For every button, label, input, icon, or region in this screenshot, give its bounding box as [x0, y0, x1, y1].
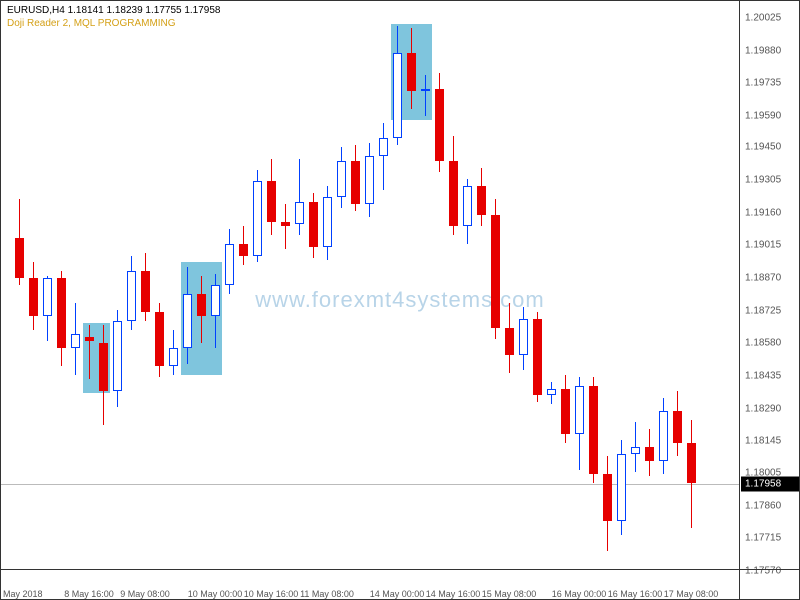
candle-body — [239, 244, 248, 255]
indicator-title: Doji Reader 2, MQL PROGRAMMING — [7, 18, 221, 29]
y-tick: 1.18435 — [741, 371, 799, 382]
candle-body — [631, 447, 640, 454]
candle-body — [407, 53, 416, 91]
candle-body — [323, 197, 332, 247]
y-tick: 1.19160 — [741, 207, 799, 218]
candle-wick — [425, 75, 426, 116]
current-price-line — [1, 484, 739, 485]
candle-body — [617, 454, 626, 522]
x-tick: 8 May 16:00 — [64, 585, 114, 599]
candle-body — [85, 337, 94, 342]
candle-body — [43, 278, 52, 316]
candle-body — [225, 244, 234, 285]
y-tick: 1.19590 — [741, 110, 799, 121]
x-tick: 14 May 00:00 — [370, 585, 425, 599]
y-tick: 1.19450 — [741, 142, 799, 153]
chart-plot-area[interactable] — [1, 1, 739, 569]
candle-wick — [89, 325, 90, 379]
x-tick: 17 May 08:00 — [664, 585, 719, 599]
y-tick: 1.17860 — [741, 500, 799, 511]
candle-body — [267, 181, 276, 222]
candle-body — [57, 278, 66, 348]
x-tick: 8 May 2018 — [0, 585, 43, 599]
y-tick: 1.18580 — [741, 338, 799, 349]
candle-body — [71, 334, 80, 348]
candle-body — [519, 319, 528, 355]
watermark: www.forexmt4systems.com — [255, 287, 545, 313]
candle-body — [673, 411, 682, 443]
candle-body — [505, 328, 514, 355]
chart-title: EURUSD,H4 1.18141 1.18239 1.17755 1.1795… — [7, 5, 221, 16]
candle-body — [155, 312, 164, 366]
y-tick: 1.18870 — [741, 273, 799, 284]
candle-body — [421, 89, 430, 91]
axis-corner — [739, 569, 799, 599]
y-axis: 1.175701.177151.178601.180051.181451.182… — [739, 1, 799, 569]
candle-body — [603, 474, 612, 521]
x-tick: 11 May 08:00 — [300, 585, 354, 599]
candle-wick — [383, 123, 384, 191]
candle-body — [295, 202, 304, 225]
candle-body — [575, 386, 584, 433]
x-tick: 10 May 00:00 — [188, 585, 243, 599]
candle-body — [197, 294, 206, 317]
candle-body — [337, 161, 346, 197]
candle-body — [351, 161, 360, 204]
x-tick: 16 May 00:00 — [552, 585, 607, 599]
current-price-tag: 1.17958 — [741, 476, 799, 491]
y-tick: 1.19880 — [741, 45, 799, 56]
candle-wick — [285, 204, 286, 249]
candle-body — [253, 181, 262, 255]
candle-body — [463, 186, 472, 227]
y-tick: 1.19305 — [741, 175, 799, 186]
candle-body — [15, 238, 24, 279]
candle-body — [169, 348, 178, 366]
candle-body — [379, 138, 388, 156]
candle-body — [281, 222, 290, 227]
chart-container: 1.175701.177151.178601.180051.181451.182… — [0, 0, 800, 600]
x-axis: 8 May 2018 8 May 16:00 9 May 08:00 10 May 0… — [1, 569, 739, 599]
y-tick: 1.19015 — [741, 240, 799, 251]
y-tick: 1.19735 — [741, 78, 799, 89]
candle-body — [127, 271, 136, 321]
x-tick: 15 May 08:00 — [482, 585, 537, 599]
candle-body — [547, 389, 556, 396]
candle-body — [29, 278, 38, 316]
candle-body — [99, 343, 108, 390]
candle-body — [477, 186, 486, 215]
candle-body — [561, 389, 570, 434]
candle-body — [659, 411, 668, 461]
candle-body — [435, 89, 444, 161]
candle-body — [309, 202, 318, 247]
y-tick: 1.18145 — [741, 436, 799, 447]
candle-body — [393, 53, 402, 139]
candle-body — [365, 156, 374, 203]
candle-body — [533, 319, 542, 396]
candle-body — [645, 447, 654, 461]
candle-body — [211, 285, 220, 317]
x-tick: 10 May 16:00 — [244, 585, 299, 599]
y-tick: 1.18725 — [741, 305, 799, 316]
candle-body — [141, 271, 150, 312]
candle-body — [589, 386, 598, 474]
y-tick: 1.20025 — [741, 12, 799, 23]
y-tick: 1.18290 — [741, 403, 799, 414]
candle-body — [449, 161, 458, 226]
title-bar: EURUSD,H4 1.18141 1.18239 1.17755 1.1795… — [7, 5, 221, 29]
candle-body — [113, 321, 122, 391]
x-tick: 9 May 08:00 — [120, 585, 170, 599]
y-tick: 1.17715 — [741, 533, 799, 544]
candle-body — [183, 294, 192, 348]
x-tick: 14 May 16:00 — [426, 585, 481, 599]
candle-body — [687, 443, 696, 484]
candle-body — [491, 215, 500, 328]
x-tick: 16 May 16:00 — [608, 585, 663, 599]
